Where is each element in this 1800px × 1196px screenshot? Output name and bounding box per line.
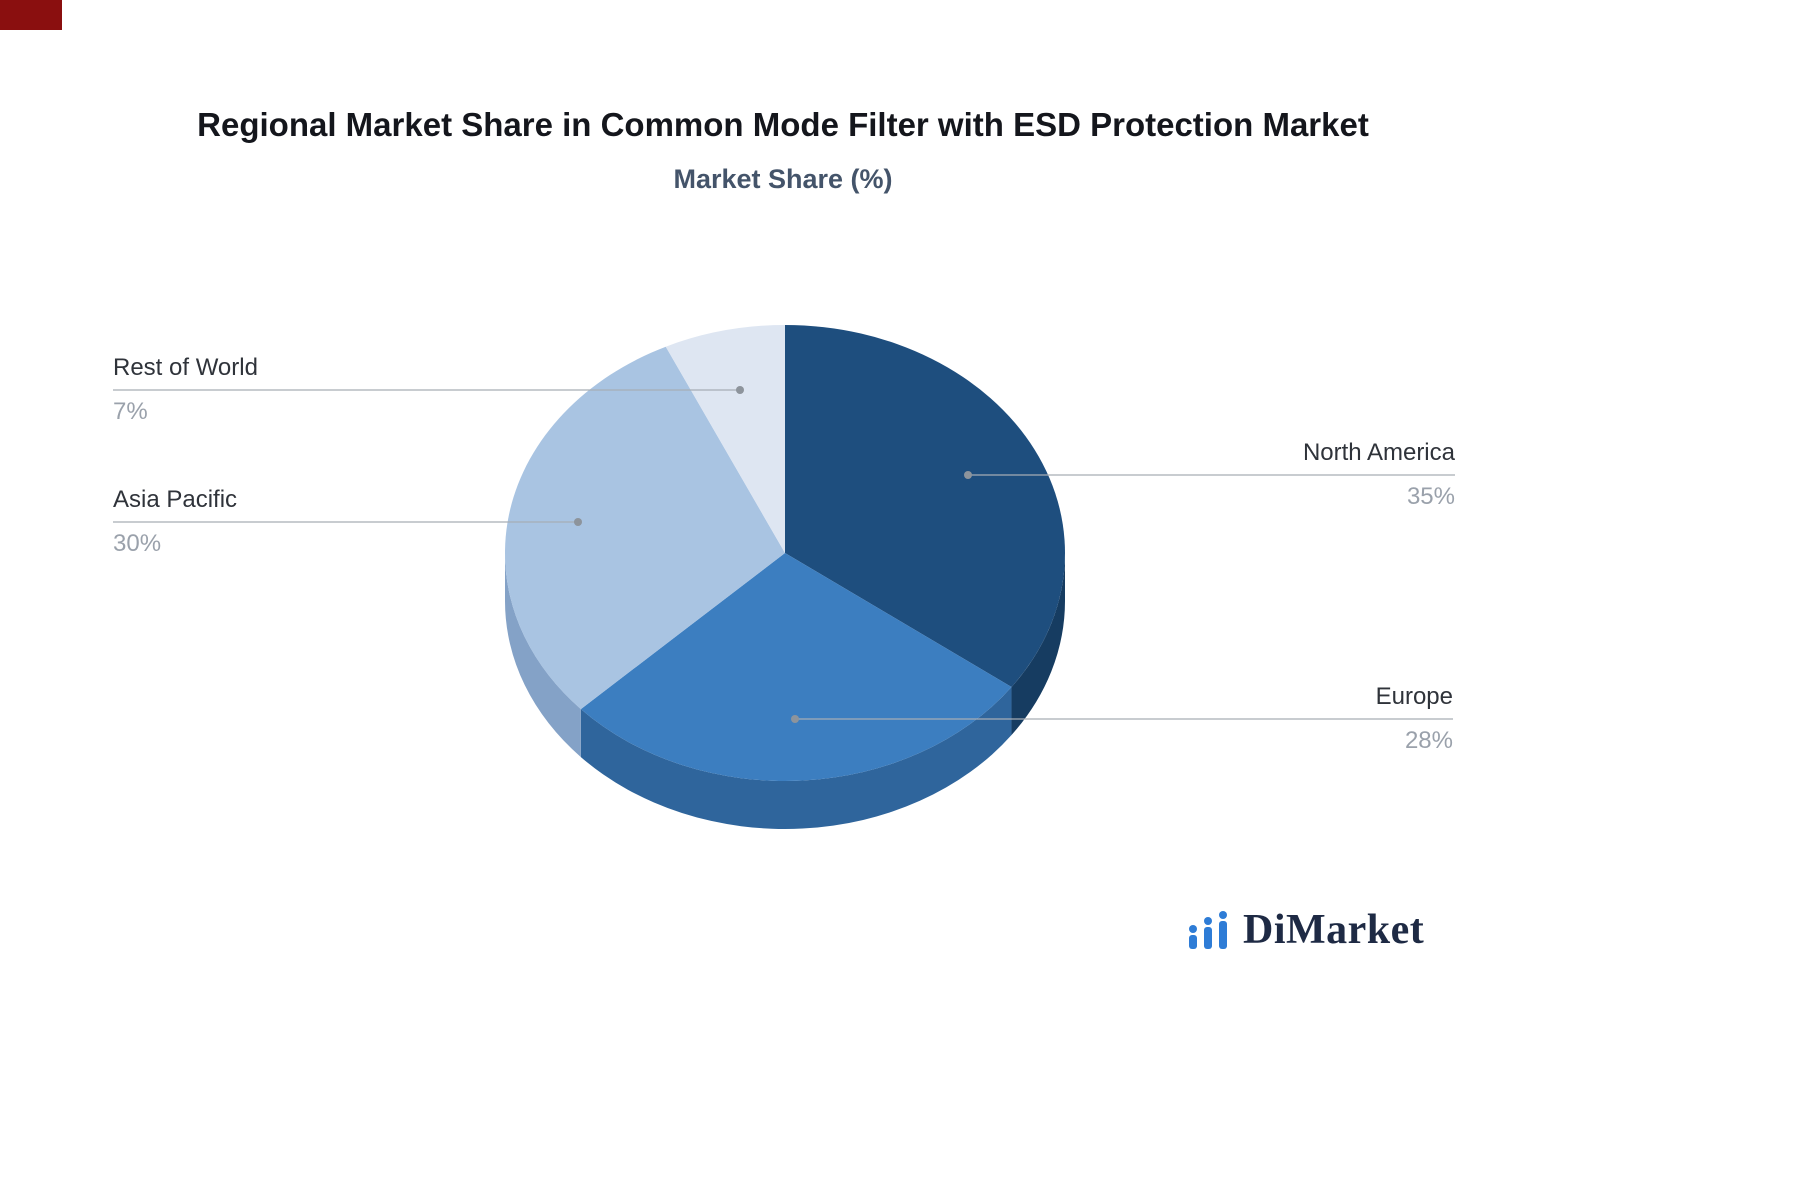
- callout-dot-asia-pacific: [574, 518, 582, 526]
- title-block: Regional Market Share in Common Mode Fil…: [0, 106, 1566, 195]
- slice-value-europe: 28%: [1404, 727, 1453, 754]
- slice-value-asia-pacific: 30%: [113, 530, 162, 557]
- callout-dot-north-america: [964, 471, 972, 479]
- pie-slice-side-asia-pacific: [505, 553, 581, 758]
- slice-label-asia-pacific: Asia Pacific: [113, 486, 238, 513]
- callout-europe: Europe 28%: [1376, 683, 1453, 755]
- chart-title: Regional Market Share in Common Mode Fil…: [197, 106, 1369, 143]
- slice-label-north-america: North America: [1302, 439, 1455, 466]
- slice-label-rest-of-world: Rest of World: [113, 354, 258, 381]
- pie-slice-north-america: [785, 325, 1065, 688]
- pie-slice-rest-of-world: [665, 325, 785, 553]
- dimarket-logo: DiMarket: [1185, 906, 1424, 954]
- logo-text: DiMarket: [1243, 907, 1425, 953]
- callout-rest-of-world: Rest of World 7%: [113, 354, 258, 426]
- pie-slice-europe: [580, 553, 1012, 781]
- callout-dot-rest-of-world: [736, 386, 744, 394]
- callout-dot-europe: [791, 715, 799, 723]
- pie-slice-asia-pacific: [504, 346, 785, 710]
- pie-slice-side-europe: [580, 687, 1012, 829]
- slice-value-north-america: 35%: [1406, 483, 1455, 510]
- corner-marker: [0, 0, 62, 30]
- slice-value-rest-of-world: 7%: [113, 398, 148, 425]
- slice-label-europe: Europe: [1375, 683, 1453, 710]
- bar-chart-icon: [1189, 911, 1227, 949]
- chart-subtitle: Market Share (%): [673, 164, 893, 194]
- callout-north-america: North America 35%: [1303, 439, 1455, 511]
- pie-slice-side-north-america: [1011, 553, 1065, 736]
- callout-asia-pacific: Asia Pacific 30%: [113, 486, 237, 558]
